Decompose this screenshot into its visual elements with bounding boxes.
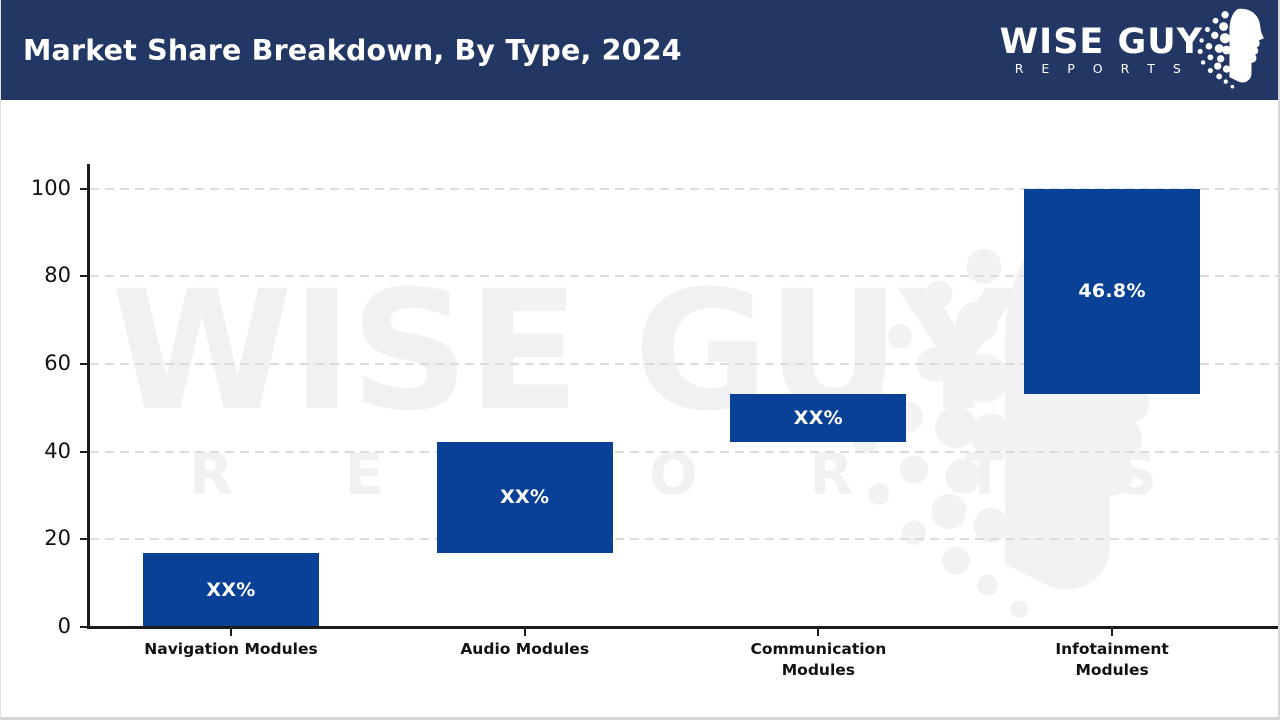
x-category-label: Audio Modules [460, 640, 590, 658]
bar-value-label: XX% [500, 486, 550, 509]
y-gridline [90, 450, 1278, 453]
y-axis-spine [87, 164, 90, 629]
bar-value-label: XX% [793, 406, 844, 429]
x-category-label: Navigation Modules [144, 640, 318, 658]
logo-subtext: R E P O R T S [1014, 61, 1188, 77]
wiseguy-logo: WISE GUY R E P O R T S [1000, 6, 1267, 94]
y-tick-label: 60 [44, 351, 71, 376]
bar-audio-modules: XX% [436, 441, 613, 553]
y-gridline [90, 187, 1278, 190]
y-tick-mark [80, 187, 89, 190]
x-category-label: Communication Modules [750, 640, 887, 679]
y-gridline [90, 538, 1278, 541]
logo-text-block: WISE GUY R E P O R T S [999, 21, 1203, 77]
x-tick-mark [1111, 628, 1114, 636]
y-tick-label: 40 [44, 438, 71, 463]
chart-area: WISE GUY R E P O R T S 0 20 40 60 80 100 XX% Na… [1, 100, 1278, 717]
header-bar: Market Share Breakdown, By Type, 2024 WI… [1, 0, 1278, 100]
y-tick-mark [80, 450, 89, 453]
x-tick-mark [817, 628, 820, 636]
y-tick-label: 20 [44, 526, 71, 551]
bar-value-label: XX% [206, 578, 256, 601]
y-tick-mark [80, 626, 89, 628]
y-tick-label: 80 [44, 263, 71, 288]
y-tick-label: 0 [57, 614, 71, 638]
x-axis-spine [87, 626, 1278, 629]
y-tick-mark [80, 363, 89, 366]
x-tick-mark [523, 628, 526, 636]
bar-communication-modules: XX% [730, 393, 907, 442]
logo-wordmark: WISE GUY [999, 21, 1203, 62]
x-category-label: Infotainment Modules [1055, 640, 1169, 679]
y-tick-label: 100 [30, 175, 71, 200]
wiseguy-face-icon [1197, 8, 1264, 89]
y-tick-mark [80, 538, 89, 541]
y-gridline [90, 275, 1278, 278]
y-gridline [90, 363, 1278, 366]
chart-title: Market Share Breakdown, By Type, 2024 [23, 33, 682, 67]
y-tick-mark [80, 275, 89, 278]
bar-infotainment-modules: 46.8% [1024, 188, 1201, 394]
bar-value-label: 46.8% [1078, 280, 1146, 303]
bar-navigation-modules: XX% [143, 552, 319, 627]
x-tick-mark [230, 628, 232, 636]
